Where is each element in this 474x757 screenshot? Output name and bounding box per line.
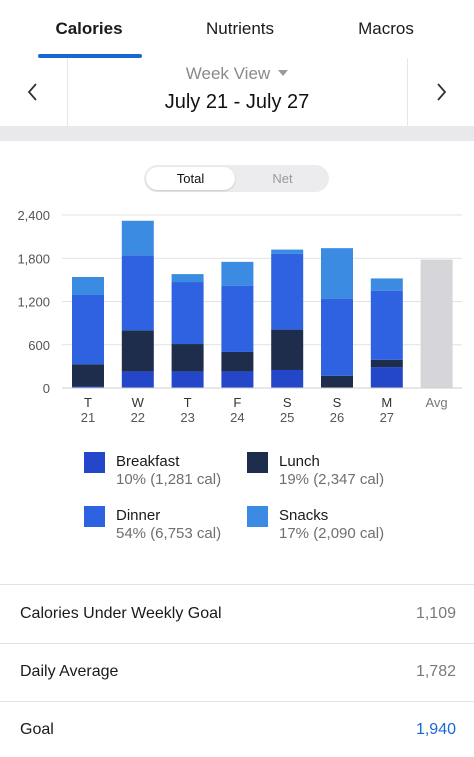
bar-segment-snacks [171, 274, 204, 283]
goal-value[interactable]: 1,940 [415, 721, 456, 738]
legend-value: 10% (1,281 cal) [116, 471, 222, 488]
x-tick-label: S [283, 395, 292, 410]
tab-nutrients[interactable]: Nutrients [205, 19, 275, 38]
chevron-right-icon [437, 83, 447, 101]
total-net-toggle: Total Net [144, 165, 329, 192]
bar-segment-snacks [121, 220, 154, 256]
x-tick-label: T [84, 395, 92, 410]
divider [0, 584, 474, 585]
bar-segment-snacks [321, 248, 353, 299]
bar-segment-lunch [171, 344, 204, 372]
legend-swatch-lunch [247, 452, 268, 473]
x-tick-date-label: 22 [131, 410, 145, 425]
bar-segment-dinner [171, 282, 204, 345]
bar-segment-lunch [271, 329, 304, 370]
y-tick-label: 2,400 [17, 208, 50, 223]
chevron-left-icon [27, 83, 37, 101]
daily-average-value: 1,782 [415, 663, 456, 680]
x-tick-date-label: 23 [180, 410, 194, 425]
x-tick-label: W [132, 395, 145, 410]
bar-segment-lunch [321, 375, 353, 388]
y-tick-label: 600 [28, 338, 50, 353]
x-tick-date-label: 26 [330, 410, 344, 425]
week-range: July 21 - July 27 [164, 91, 310, 113]
next-week-button[interactable] [407, 58, 474, 126]
x-tick-label: T [184, 395, 192, 410]
toggle-total[interactable]: Total [146, 167, 235, 190]
x-tick-label: Avg [426, 395, 448, 410]
y-tick-label: 1,800 [17, 251, 50, 266]
legend-label: Snacks [279, 507, 329, 524]
daily-average-label: Daily Average [20, 663, 119, 680]
week-navigator [0, 58, 474, 126]
legend-value: 17% (2,090 cal) [279, 525, 385, 542]
previous-week-button[interactable] [0, 58, 68, 126]
bar-segment-breakfast [370, 367, 403, 388]
bar-segment-dinner [271, 253, 304, 330]
bar-segment-lunch [72, 364, 104, 387]
divider [0, 701, 474, 702]
bar-segment-lunch [221, 351, 254, 372]
goal-label: Goal [20, 721, 54, 738]
bar-segment-snacks [370, 278, 403, 291]
week-view-dropdown[interactable]: Week View [0, 64, 474, 84]
x-tick-date-label: 25 [280, 410, 294, 425]
tab-bar: Calories Nutrients Macros [0, 0, 474, 59]
bar-segment-dinner [321, 298, 353, 376]
week-view-label: Week View [185, 64, 271, 83]
x-tick-date-label: 21 [81, 410, 95, 425]
legend-swatch-breakfast [84, 452, 105, 473]
bar-segment-dinner [221, 285, 254, 352]
x-tick-label: F [233, 395, 241, 410]
bar-segment-snacks [221, 261, 254, 286]
active-tab-indicator [38, 54, 142, 58]
bar-segment-lunch [121, 330, 154, 372]
legend-swatch-snacks [247, 506, 268, 527]
x-tick-label: S [333, 395, 342, 410]
bar-segment-lunch [370, 359, 403, 368]
bar-segment-breakfast [221, 371, 254, 388]
x-tick-date-label: 24 [230, 410, 244, 425]
legend-label: Dinner [116, 507, 161, 524]
legend-value: 54% (6,753 cal) [116, 525, 222, 542]
legend-label: Lunch [279, 453, 320, 470]
tab-calories[interactable]: Calories [55, 19, 123, 38]
calories-under-goal-label: Calories Under Weekly Goal [20, 605, 222, 622]
bar-average [420, 259, 453, 388]
bar-segment-breakfast [271, 369, 304, 388]
toggle-net[interactable]: Net [272, 171, 293, 186]
x-tick-label: M [381, 395, 392, 410]
bar-segment-breakfast [72, 386, 104, 388]
divider [0, 643, 474, 644]
legend-value: 19% (2,347 cal) [279, 471, 385, 488]
y-tick-label: 1,200 [17, 295, 50, 310]
bar-segment-dinner [72, 295, 104, 365]
bar-segment-breakfast [121, 371, 154, 388]
bar-segment-snacks [72, 276, 104, 296]
tab-macros[interactable]: Macros [358, 19, 414, 38]
bar-segment-breakfast [171, 371, 204, 388]
section-divider [0, 126, 474, 141]
x-tick-date-label: 27 [380, 410, 394, 425]
calories-under-goal-value: 1,109 [415, 605, 456, 622]
bar-segment-snacks [271, 249, 304, 254]
bar-segment-dinner [370, 290, 403, 360]
calories-stacked-bar-chart: 06001,2001,8002,400T21W22T23F24S25S26M27… [17, 208, 462, 425]
legend-label: Breakfast [116, 453, 180, 470]
bar-segment-dinner [121, 255, 154, 331]
caret-down-icon [278, 69, 289, 76]
legend-swatch-dinner [84, 506, 105, 527]
y-tick-label: 0 [43, 381, 50, 396]
